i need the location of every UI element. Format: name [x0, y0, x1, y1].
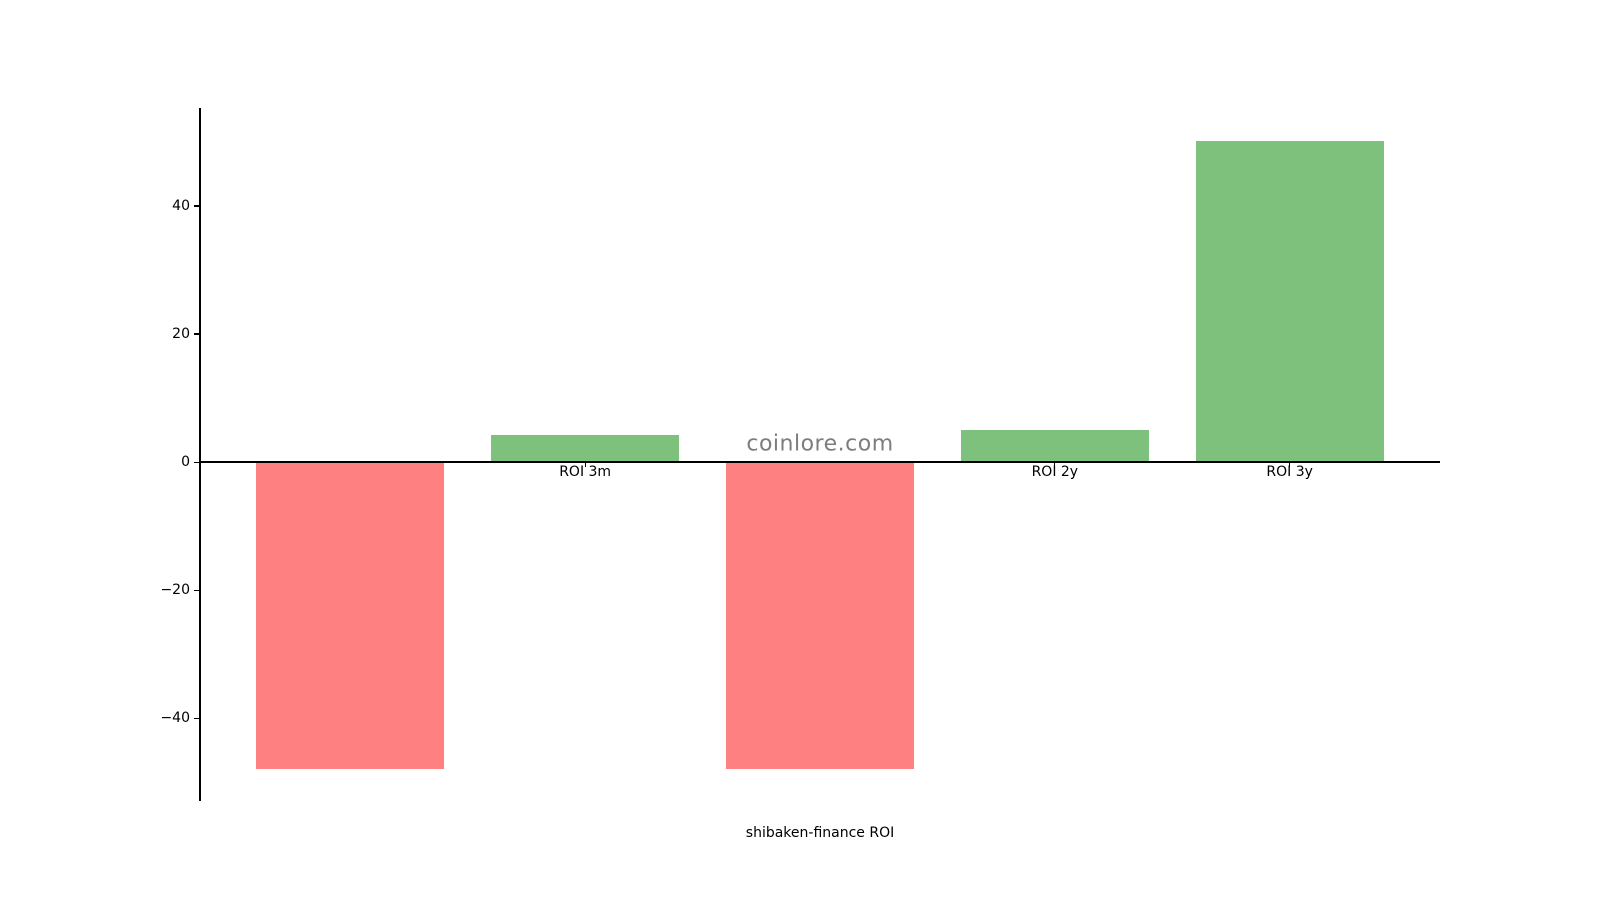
bar-5 [1195, 141, 1384, 463]
y-tick-label: 40 [172, 197, 190, 214]
bar-2 [491, 435, 680, 463]
x-tick-label: ROI 3y [1266, 464, 1313, 481]
y-tick [194, 717, 200, 719]
x-tick [1289, 462, 1291, 468]
y-tick-label: −40 [160, 710, 190, 727]
coinlore-watermark: coinlore.com [746, 431, 894, 457]
bar-3 [726, 462, 914, 769]
x-axis-zero-line [200, 461, 1440, 463]
y-tick [194, 205, 200, 207]
y-tick-label: 0 [181, 454, 190, 471]
x-tick-label: ROI 2y [1031, 464, 1079, 481]
chart-title: shibaken-finance ROI [745, 825, 895, 841]
y-tick [194, 589, 200, 591]
y-tick-label: −20 [160, 582, 190, 599]
y-tick [194, 461, 200, 463]
y-tick-label: 20 [172, 326, 190, 343]
y-tick [194, 333, 200, 335]
bar-4 [960, 430, 1149, 463]
x-tick-label: ROI 3m [559, 464, 612, 481]
x-tick [1054, 462, 1056, 468]
y-axis-spine [199, 108, 201, 801]
x-tick [584, 462, 586, 468]
bar-1 [256, 462, 445, 769]
